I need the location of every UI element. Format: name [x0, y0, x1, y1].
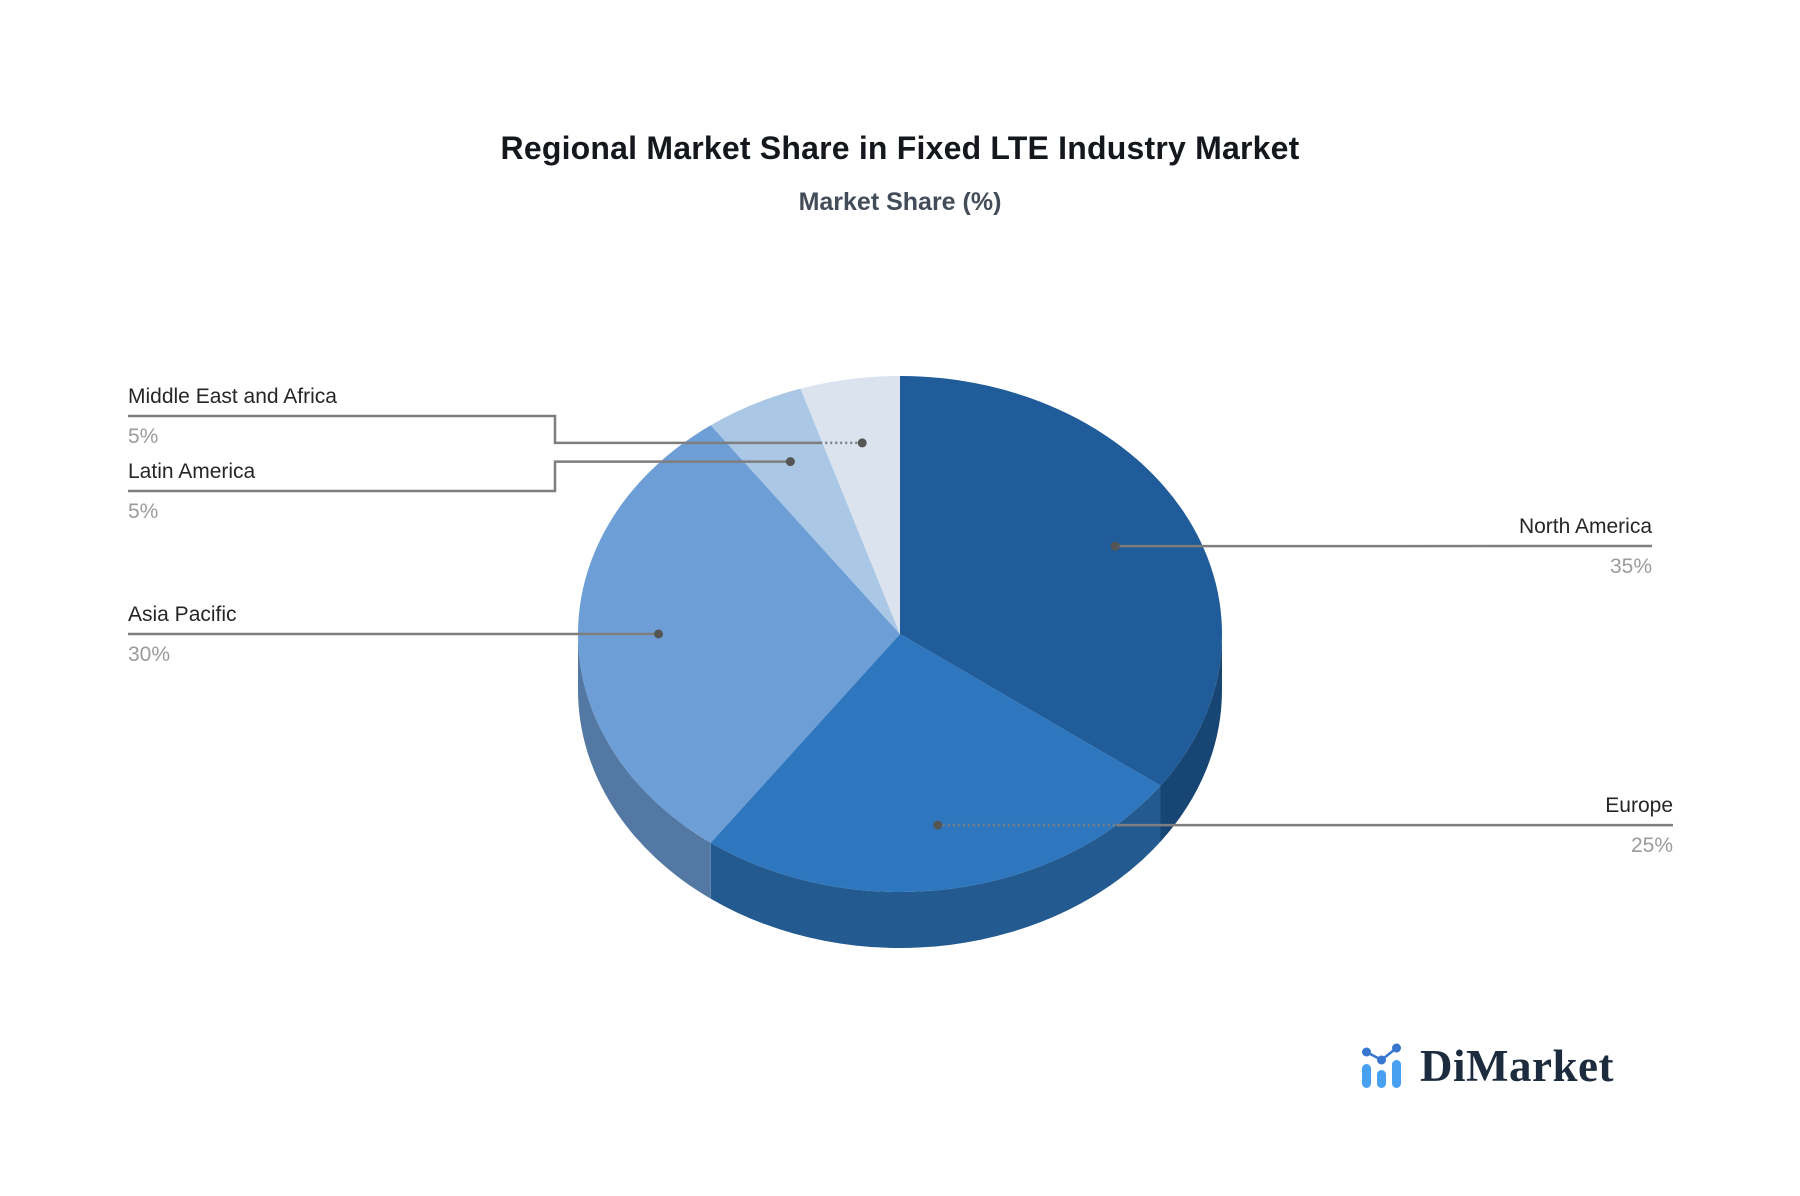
- logo-dot-1: [1362, 1047, 1371, 1057]
- logo-bar-1: [1362, 1064, 1371, 1088]
- slice-value-north-america: 35%: [1609, 555, 1652, 578]
- connector-dot-north-america: [1110, 541, 1120, 551]
- pie-slice-asia-pacific[interactable]: [577, 425, 900, 843]
- slice-label-north-america: North America: [1518, 515, 1652, 538]
- logo-bar-3: [1392, 1060, 1401, 1088]
- slice-value-europe: 25%: [1630, 834, 1673, 857]
- slice-label-latin-america: Latin America: [128, 460, 256, 483]
- pie-slice-middle-east-and-africa[interactable]: [800, 376, 900, 634]
- pie-slice-europe[interactable]: [710, 634, 1161, 893]
- slice-value-latin-america: 5%: [128, 500, 159, 523]
- connector-dot-europe: [933, 820, 943, 830]
- brand-logo-text: DiMarket: [1420, 1041, 1614, 1091]
- slice-value-middle-east-and-africa: 5%: [128, 425, 159, 448]
- brand-logo-icon: [1362, 1043, 1401, 1088]
- logo-dot-3: [1392, 1043, 1401, 1053]
- label-connector-latin-america: [128, 460, 791, 493]
- brand-logo[interactable]: DiMarket: [1360, 1042, 1614, 1090]
- slice-label-europe: Europe: [1605, 794, 1673, 817]
- slice-label-middle-east-and-africa: Middle East and Africa: [128, 385, 337, 408]
- label-connector-middle-east-and-africa: [128, 414, 822, 445]
- logo-dot-2: [1377, 1055, 1386, 1065]
- chart-title: Regional Market Share in Fixed LTE Indus…: [500, 130, 1300, 166]
- slice-value-asia-pacific: 30%: [128, 643, 171, 666]
- connector-dot-latin-america: [785, 457, 795, 467]
- pie-slice-side-north-america: [1160, 634, 1222, 842]
- pie-slice-side-europe: [710, 785, 1161, 948]
- pie-slice-north-america[interactable]: [900, 376, 1222, 786]
- pie-slice-side-asia-pacific: [578, 634, 711, 899]
- logo-bar-2: [1377, 1070, 1386, 1088]
- pie-slice-latin-america[interactable]: [710, 388, 900, 634]
- connector-dot-asia-pacific: [654, 629, 663, 639]
- chart-subtitle: Market Share (%): [798, 188, 1002, 216]
- connector-dot-middle-east-and-africa: [857, 438, 867, 448]
- slice-label-asia-pacific: Asia Pacific: [128, 603, 237, 626]
